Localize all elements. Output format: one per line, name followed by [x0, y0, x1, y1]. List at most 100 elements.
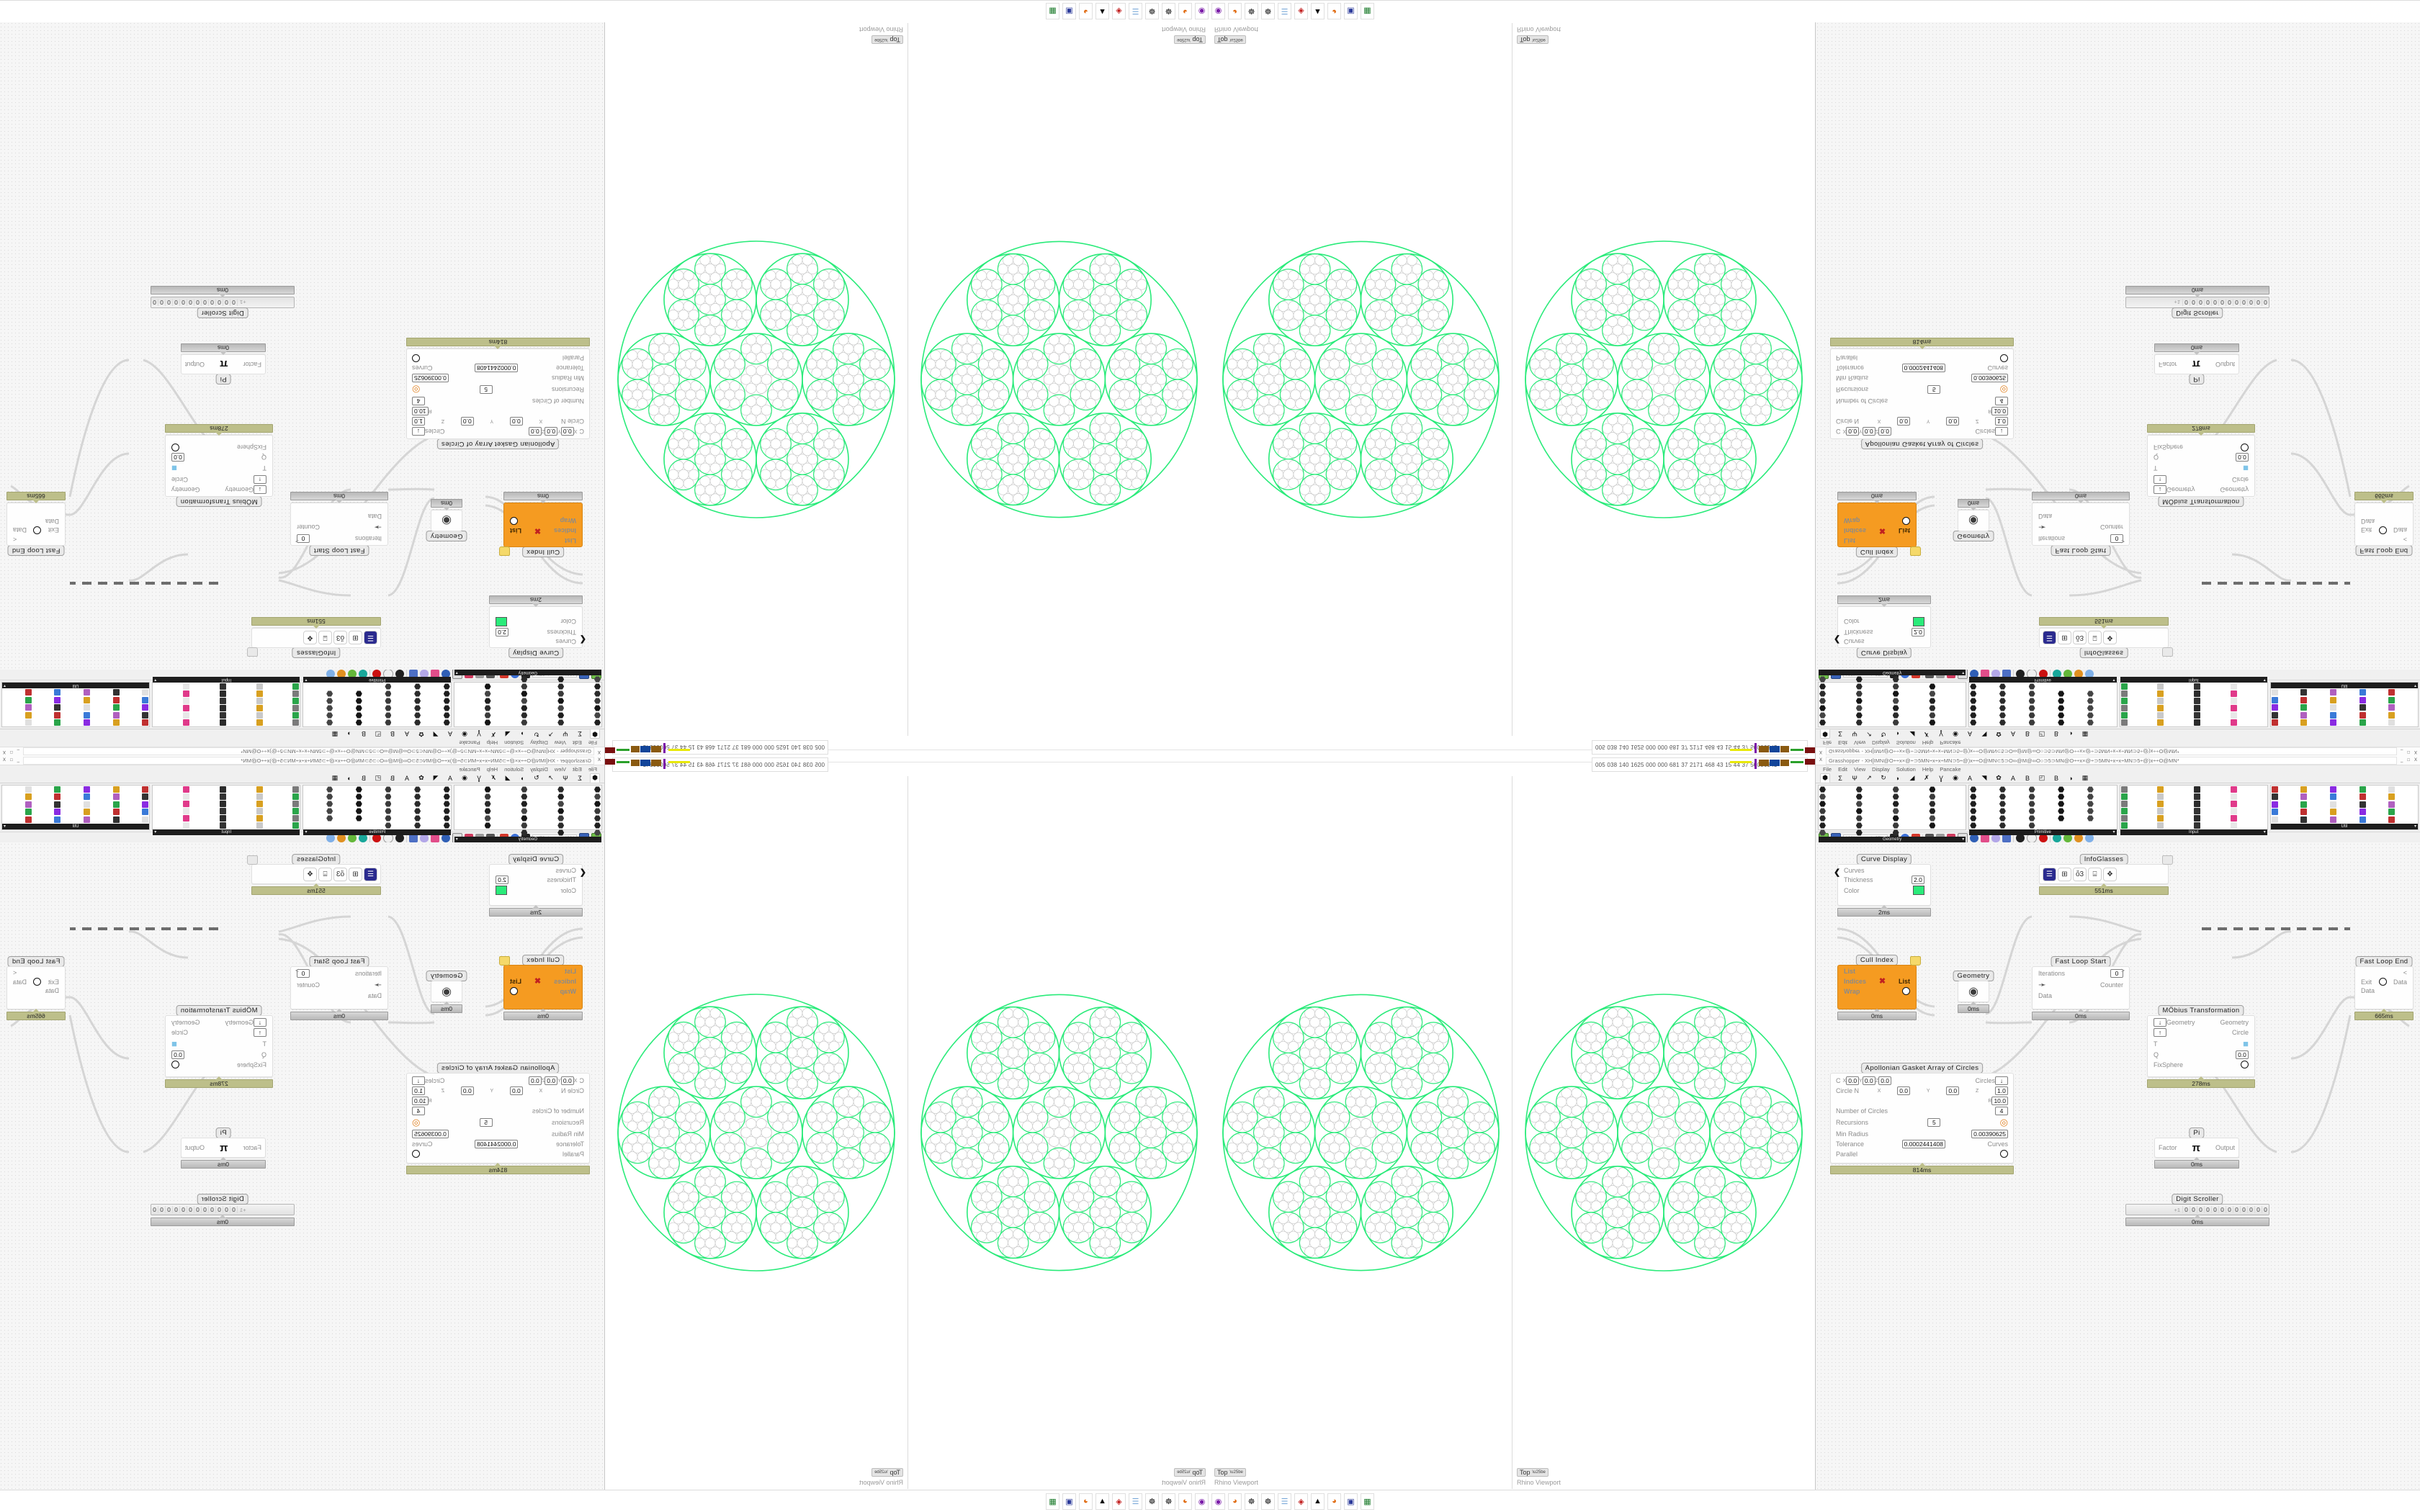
- palette-item[interactable]: [385, 712, 391, 719]
- palette-item[interactable]: [1819, 808, 1826, 814]
- bifocals-tab[interactable]: B: [362, 774, 367, 782]
- palette-item[interactable]: [2157, 815, 2164, 822]
- palette-expand-icon[interactable]: ▾: [455, 837, 458, 842]
- palette-item[interactable]: [2388, 809, 2396, 816]
- digit-10[interactable]: 0: [158, 299, 166, 306]
- palette-item[interactable]: [326, 719, 333, 726]
- flatten-down-icon[interactable]: ↓: [1995, 1076, 2008, 1085]
- palette-item[interactable]: [414, 705, 421, 711]
- param-value-6[interactable]: 0.0002441408: [1901, 1140, 1945, 1148]
- firefox-icon[interactable]: ◕: [1178, 3, 1192, 20]
- palette-item[interactable]: [1929, 705, 1935, 711]
- palette-item[interactable]: [1929, 698, 1935, 704]
- menu-item-edit[interactable]: Edit: [572, 766, 582, 773]
- close-button[interactable]: X: [3, 750, 6, 754]
- digit-6[interactable]: 0: [2226, 299, 2233, 306]
- toggle-parallel[interactable]: [412, 1150, 420, 1158]
- palette-item[interactable]: [2388, 801, 2396, 808]
- sort-icon-0[interactable]: ↓: [254, 485, 266, 494]
- palette-item[interactable]: [2271, 696, 2278, 703]
- digit-2[interactable]: 0: [2197, 1206, 2204, 1213]
- infoglasses-grid-icon[interactable]: ⊞: [349, 867, 362, 881]
- palette-item[interactable]: [2058, 793, 2065, 800]
- vector-value-y-1[interactable]: 0.0: [460, 1086, 474, 1095]
- radius-value[interactable]: 10.0: [1991, 407, 2008, 415]
- rhino-dark-icon[interactable]: ▲: [1095, 3, 1109, 20]
- rhino-icon[interactable]: ◈: [1112, 1493, 1126, 1510]
- firefox-icon[interactable]: ◕: [1228, 1493, 1242, 1510]
- infoglasses-glasses-icon[interactable]: ὅ3: [333, 867, 347, 881]
- toggle-parallel[interactable]: [2000, 354, 2008, 362]
- node-body-infoglasses[interactable]: ☰ ⊞ ὅ3 ⌸ ❖: [2039, 628, 2169, 648]
- maths-tab[interactable]: Σ: [578, 774, 582, 782]
- palette-item[interactable]: [2058, 690, 2064, 697]
- vector-value-z-0[interactable]: 0.0: [1878, 1076, 1892, 1085]
- color-swatch[interactable]: [496, 617, 507, 626]
- digit-10[interactable]: 0: [158, 1206, 166, 1213]
- palette-item[interactable]: [183, 822, 190, 829]
- palette-item[interactable]: [1929, 786, 1936, 793]
- knot-icon[interactable]: ☸: [1245, 1493, 1258, 1510]
- rhino-viewport-2[interactable]: Rhino Viewport Top \u25be: [605, 23, 908, 736]
- param-value-3[interactable]: 4: [412, 1107, 425, 1115]
- palette-item[interactable]: [24, 689, 32, 696]
- menu-item-pancake[interactable]: Pancake: [1940, 739, 1961, 746]
- save-64-icon[interactable]: ▣: [1344, 3, 1358, 20]
- sticky-note[interactable]: [499, 546, 510, 556]
- param-value-4[interactable]: 5: [479, 385, 493, 394]
- palette-item[interactable]: [2029, 683, 2035, 690]
- sticky-note[interactable]: [247, 855, 258, 865]
- display-tab[interactable]: ◉: [1953, 774, 1958, 781]
- node-body-curve-display[interactable]: Curves Thickness 2.0 Color ❮: [1834, 606, 1931, 648]
- menu-item-pancake[interactable]: Pancake: [459, 766, 480, 773]
- node-body-geometry-param[interactable]: ◉: [431, 981, 462, 1002]
- digit-10[interactable]: 0: [2254, 1206, 2262, 1213]
- mesh-green-icon[interactable]: [2063, 834, 2072, 842]
- infoglasses-plug-icon[interactable]: ❖: [303, 867, 317, 881]
- palette-item[interactable]: [256, 712, 263, 719]
- palette-item[interactable]: [326, 786, 333, 793]
- infoglasses-grid-icon[interactable]: ⊞: [2058, 631, 2071, 645]
- palette-item[interactable]: [1819, 822, 1826, 829]
- palette-item[interactable]: [2157, 698, 2164, 704]
- palette-item[interactable]: [385, 690, 391, 697]
- param-value-5[interactable]: 0.00390625: [412, 1130, 449, 1138]
- palette-item[interactable]: [1929, 719, 1935, 726]
- palette-item[interactable]: [2300, 704, 2308, 711]
- palette-item[interactable]: [2157, 822, 2164, 829]
- palette-item[interactable]: [2230, 786, 2237, 793]
- toggle-wrap[interactable]: [510, 987, 518, 995]
- palette-item[interactable]: [2157, 712, 2164, 719]
- palette-item[interactable]: [485, 698, 491, 704]
- node-body-pi[interactable]: Factor π Output: [181, 354, 266, 374]
- palette-item[interactable]: [2028, 801, 2035, 807]
- palette-item[interactable]: [256, 808, 263, 814]
- input-port[interactable]: ❮: [579, 868, 586, 877]
- infoglasses-plug-icon[interactable]: ❖: [2103, 631, 2117, 645]
- palette-item[interactable]: [2271, 809, 2278, 816]
- close-button[interactable]: X: [2414, 758, 2417, 762]
- palette-item[interactable]: [83, 809, 90, 816]
- toggle-exit[interactable]: [2378, 526, 2387, 534]
- palette-item[interactable]: [2300, 696, 2308, 703]
- node-body-mobius-transformation[interactable]: ↓ Geometry Geometry ↑ Circle T ■ Q 0.0 FixSphere: [165, 1015, 273, 1077]
- palette-item[interactable]: [1893, 719, 1899, 726]
- node-body-cull-index[interactable]: List Indices ✖ List Wrap: [503, 965, 583, 1009]
- notepad-icon[interactable]: ☰: [1129, 3, 1142, 20]
- toggle-exit[interactable]: [33, 526, 42, 534]
- palette-item[interactable]: [444, 712, 450, 719]
- palette-item[interactable]: [292, 815, 300, 822]
- palette-item[interactable]: [356, 690, 362, 697]
- digit-5[interactable]: 0: [194, 1206, 202, 1213]
- kangaroo-tab[interactable]: A: [448, 730, 453, 738]
- param-value-5[interactable]: 0.00390625: [1971, 1130, 2008, 1138]
- param-value-iterations[interactable]: 0: [2110, 969, 2123, 978]
- surface-tab[interactable]: ◗: [520, 774, 524, 782]
- sketch-magnifier-icon[interactable]: [1970, 834, 1978, 842]
- palette-item[interactable]: [485, 719, 491, 726]
- palette-item[interactable]: [2271, 689, 2278, 696]
- palette-item[interactable]: [326, 705, 333, 711]
- palette-item[interactable]: [2330, 793, 2337, 801]
- palette-item[interactable]: [1970, 705, 1976, 711]
- param-value-3[interactable]: 0.0: [2236, 453, 2249, 462]
